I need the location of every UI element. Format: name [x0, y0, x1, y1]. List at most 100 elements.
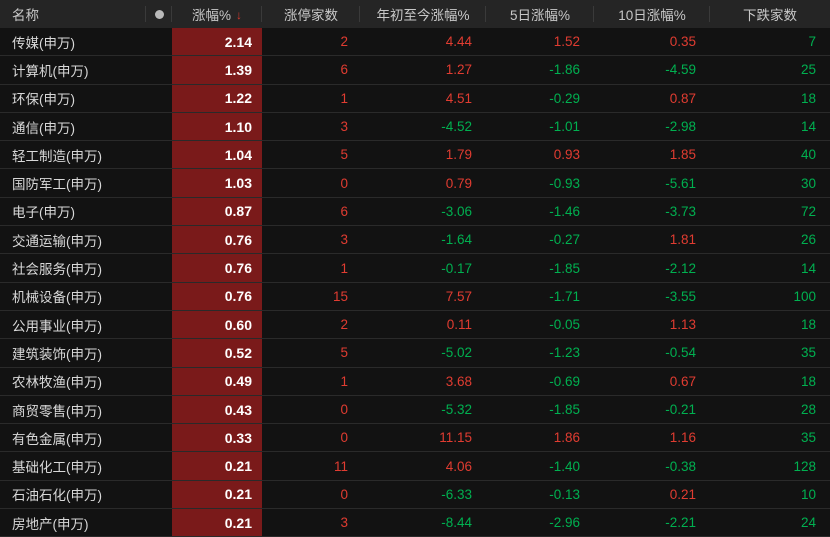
- cell-limit-up-count: 0: [340, 486, 348, 502]
- column-header-ytd-change[interactable]: 年初至今涨幅%: [360, 0, 486, 28]
- cell-10day-change: 1.85: [669, 147, 696, 163]
- cell-10day-change: -5.61: [665, 175, 696, 191]
- cell-decline-count: 14: [800, 260, 816, 276]
- table-row[interactable]: 传媒(申万) 2.14 2 4.44 1.52 0.35 7: [0, 28, 830, 57]
- cell-ytd-change: 11.15: [439, 430, 472, 446]
- table-row[interactable]: 机械设备(申万) 0.76 15 7.57 -1.71 -3.55 100: [0, 282, 830, 311]
- cell-decline-count: 24: [800, 515, 816, 531]
- cell-sector-name: 计算机(申万): [12, 63, 89, 79]
- cell-decline-count: 128: [793, 458, 816, 474]
- cell-10day-change: -0.38: [665, 458, 696, 474]
- cell-sector-name: 通信(申万): [12, 120, 75, 136]
- table-row[interactable]: 环保(申万) 1.22 1 4.51 -0.29 0.87 18: [0, 84, 830, 113]
- cell-5day-change: -2.96: [549, 515, 580, 531]
- column-header-5day-change[interactable]: 5日涨幅%: [486, 0, 594, 28]
- column-header-change-percent-label: 涨幅%: [191, 8, 231, 23]
- table-row[interactable]: 公用事业(申万) 0.60 2 0.11 -0.05 1.13 18: [0, 310, 830, 340]
- cell-change-percent: 2.14: [172, 28, 262, 56]
- cell-decline-count: 18: [800, 373, 816, 389]
- cell-decline-count: 25: [800, 62, 816, 78]
- cell-change-percent: 0.60: [172, 310, 262, 339]
- column-header-limit-up-count-label: 涨停家数: [284, 8, 338, 23]
- cell-change-percent: 1.39: [172, 56, 262, 84]
- table-row[interactable]: 建筑装饰(申万) 0.52 5 -5.02 -1.23 -0.54 35: [0, 339, 830, 368]
- cell-ytd-change: 1.27: [445, 62, 472, 78]
- cell-marker: [146, 481, 172, 508]
- column-header-5day-change-label: 5日涨幅%: [509, 8, 570, 23]
- cell-decline-count: 72: [800, 203, 816, 219]
- cell-5day-change: 0.93: [553, 147, 580, 163]
- sort-down-arrow-icon: ↓: [236, 8, 242, 22]
- cell-decline-count: 18: [800, 90, 816, 106]
- cell-5day-change: -1.85: [549, 260, 580, 276]
- column-header-name[interactable]: 名称: [0, 0, 146, 28]
- table-row[interactable]: 农林牧渔(申万) 0.49 1 3.68 -0.69 0.67 18: [0, 367, 830, 396]
- table-row[interactable]: 有色金属(申万) 0.33 0 11.15 1.86 1.16 35: [0, 424, 830, 453]
- cell-sector-name: 国防军工(申万): [12, 177, 102, 193]
- cell-limit-up-count: 1: [340, 373, 348, 389]
- cell-limit-up-count: 6: [340, 203, 348, 219]
- cell-ytd-change: -5.32: [441, 402, 472, 417]
- table-row[interactable]: 轻工制造(申万) 1.04 5 1.79 0.93 1.85 40: [0, 141, 830, 170]
- cell-limit-up-count: 3: [340, 232, 348, 248]
- cell-decline-count: 40: [800, 147, 816, 163]
- cell-change-percent: 0.76: [172, 226, 262, 254]
- cell-decline-count: 14: [800, 119, 816, 135]
- cell-marker: [146, 198, 172, 225]
- cell-10day-change: 0.67: [669, 373, 696, 389]
- filled-circle-icon: [154, 9, 164, 19]
- cell-ytd-change: 7.57: [445, 288, 472, 304]
- cell-marker: [146, 509, 172, 536]
- cell-marker: [146, 311, 172, 338]
- cell-marker: [146, 28, 172, 55]
- cell-5day-change: -0.13: [549, 486, 580, 502]
- column-header-10day-change[interactable]: 10日涨幅%: [594, 0, 710, 28]
- column-header-marker[interactable]: [146, 0, 172, 28]
- column-header-decline-count[interactable]: 下跌家数: [710, 0, 830, 28]
- table-row[interactable]: 社会服务(申万) 0.76 1 -0.17 -1.85 -2.12 14: [0, 254, 830, 283]
- table-row[interactable]: 石油石化(申万) 0.21 0 -6.33 -0.13 0.21 10: [0, 480, 830, 510]
- cell-marker: [146, 56, 172, 83]
- cell-5day-change: -0.05: [549, 317, 580, 333]
- cell-limit-up-count: 0: [340, 402, 348, 417]
- cell-5day-change: -1.46: [549, 203, 580, 219]
- cell-sector-name: 农林牧渔(申万): [12, 375, 102, 391]
- cell-marker: [146, 396, 172, 423]
- cell-decline-count: 26: [800, 232, 816, 248]
- cell-limit-up-count: 2: [340, 34, 348, 50]
- table-row[interactable]: 通信(申万) 1.10 3 -4.52 -1.01 -2.98 14: [0, 112, 830, 142]
- table-row[interactable]: 电子(申万) 0.87 6 -3.06 -1.46 -3.73 72: [0, 197, 830, 227]
- cell-marker: [146, 339, 172, 366]
- table-row[interactable]: 国防军工(申万) 1.03 0 0.79 -0.93 -5.61 30: [0, 169, 830, 198]
- cell-change-percent: 0.87: [172, 197, 262, 226]
- cell-decline-count: 30: [800, 175, 816, 191]
- cell-sector-name: 公用事业(申万): [12, 318, 102, 334]
- table-row[interactable]: 基础化工(申万) 0.21 11 4.06 -1.40 -0.38 128: [0, 452, 830, 481]
- cell-limit-up-count: 2: [340, 317, 348, 333]
- cell-ytd-change: 1.79: [445, 147, 472, 163]
- table-row[interactable]: 房地产(申万) 0.21 3 -8.44 -2.96 -2.21 24: [0, 509, 830, 537]
- cell-change-percent: 0.21: [172, 509, 262, 537]
- cell-decline-count: 7: [808, 34, 816, 50]
- column-header-change-percent[interactable]: 涨幅% ↓: [172, 0, 262, 28]
- cell-limit-up-count: 5: [340, 147, 348, 163]
- cell-change-percent: 0.52: [172, 339, 262, 367]
- table-row[interactable]: 商贸零售(申万) 0.43 0 -5.32 -1.85 -0.21 28: [0, 395, 830, 425]
- cell-10day-change: 0.35: [669, 34, 696, 50]
- cell-10day-change: -0.21: [665, 402, 696, 417]
- cell-sector-name: 交通运输(申万): [12, 233, 102, 249]
- cell-limit-up-count: 3: [340, 119, 348, 135]
- cell-5day-change: -1.01: [549, 119, 580, 135]
- table-row[interactable]: 计算机(申万) 1.39 6 1.27 -1.86 -4.59 25: [0, 56, 830, 85]
- table-body: 传媒(申万) 2.14 2 4.44 1.52 0.35 7 计算机(申万) 1.39 6 1.27…: [0, 28, 830, 537]
- column-header-name-label: 名称: [12, 8, 39, 23]
- cell-10day-change: 1.13: [669, 317, 696, 333]
- cell-decline-count: 100: [793, 288, 816, 304]
- column-header-limit-up-count[interactable]: 涨停家数: [262, 0, 360, 28]
- cell-5day-change: -1.40: [549, 458, 580, 474]
- cell-decline-count: 35: [800, 345, 816, 361]
- cell-decline-count: 28: [800, 402, 816, 417]
- table-row[interactable]: 交通运输(申万) 0.76 3 -1.64 -0.27 1.81 26: [0, 226, 830, 255]
- cell-sector-name: 石油石化(申万): [12, 488, 102, 504]
- cell-ytd-change: -4.52: [441, 119, 472, 135]
